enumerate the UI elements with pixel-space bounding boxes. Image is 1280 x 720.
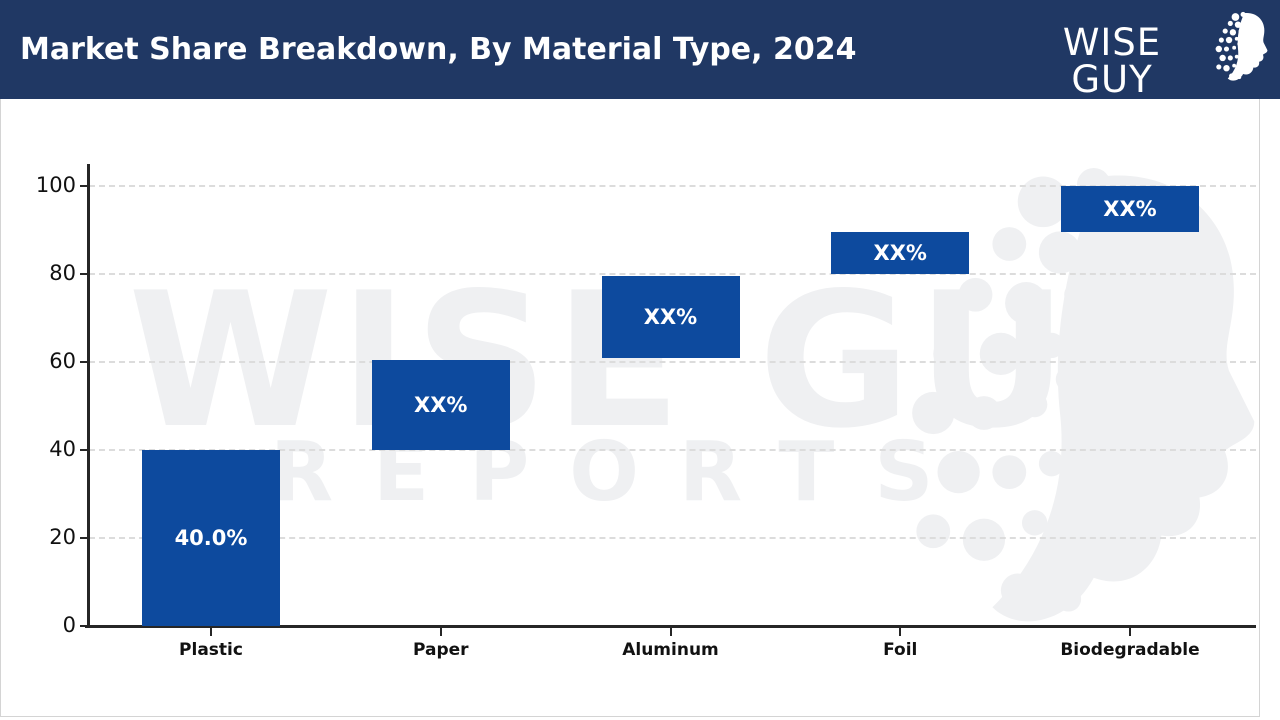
x-tick-label-foil: Foil: [883, 640, 918, 660]
wiseguy-logo: WISE GUY REPORTS: [1022, 4, 1272, 116]
x-tick-label-plastic: Plastic: [179, 640, 243, 660]
y-tick-label: 40: [49, 437, 76, 461]
x-axis-line: [85, 625, 1256, 628]
gridline-20: [89, 537, 1256, 539]
frame-border-right: [1259, 99, 1260, 717]
x-tick-mark: [1129, 627, 1131, 636]
gridline-100: [89, 185, 1256, 187]
bar-value-label: XX%: [1103, 197, 1157, 222]
x-tick-mark: [439, 627, 442, 636]
wiseguy-face-icon: [1215, 11, 1268, 81]
page-title: Market Share Breakdown, By Material Type…: [20, 32, 857, 67]
y-tick-mark: [80, 449, 89, 451]
y-axis-line: [87, 164, 90, 628]
y-tick-label: 60: [49, 349, 76, 373]
y-tick-label: 100: [35, 173, 76, 197]
gridline-40: [89, 449, 1256, 451]
bar-paper: XX%: [371, 359, 510, 450]
x-tick-mark: [210, 627, 212, 636]
bar-plastic: 40.0%: [142, 450, 280, 626]
x-tick-mark: [669, 627, 672, 636]
bar-value-label: XX%: [414, 392, 468, 417]
y-tick-mark: [80, 625, 89, 627]
x-tick-label-paper: Paper: [412, 640, 469, 660]
x-tick-label-aluminum: Aluminum: [622, 640, 719, 660]
wiseguy-logo-text: WISE GUY REPORTS: [1022, 24, 1202, 117]
bar-aluminum: XX%: [601, 276, 740, 358]
header: Market Share Breakdown, By Material Type…: [0, 0, 1280, 116]
y-tick-mark: [80, 273, 89, 275]
bar-biodegradable: XX%: [1061, 186, 1199, 233]
x-tick-label-biodegradable: Biodegradable: [1060, 640, 1200, 660]
gridline-80: [89, 273, 1256, 275]
logo-wiseguy-label: WISE GUY: [1062, 21, 1162, 101]
y-tick-mark: [80, 185, 89, 187]
gridline-60: [89, 361, 1256, 363]
y-tick-mark: [80, 361, 89, 363]
logo-reports-label: REPORTS: [1046, 100, 1189, 116]
bar-foil: XX%: [831, 232, 970, 274]
frame-border-left: [0, 99, 1, 717]
y-tick-label: 80: [49, 261, 76, 285]
y-tick-label: 0: [62, 613, 76, 637]
bar-value-label: XX%: [873, 241, 927, 266]
bar-value-label: XX%: [643, 304, 698, 329]
x-tick-mark: [899, 627, 902, 636]
frame-border-bottom: [0, 716, 1260, 717]
y-tick-label: 20: [49, 525, 76, 549]
y-tick-mark: [80, 537, 89, 539]
bar-value-label: 40.0%: [174, 526, 248, 550]
